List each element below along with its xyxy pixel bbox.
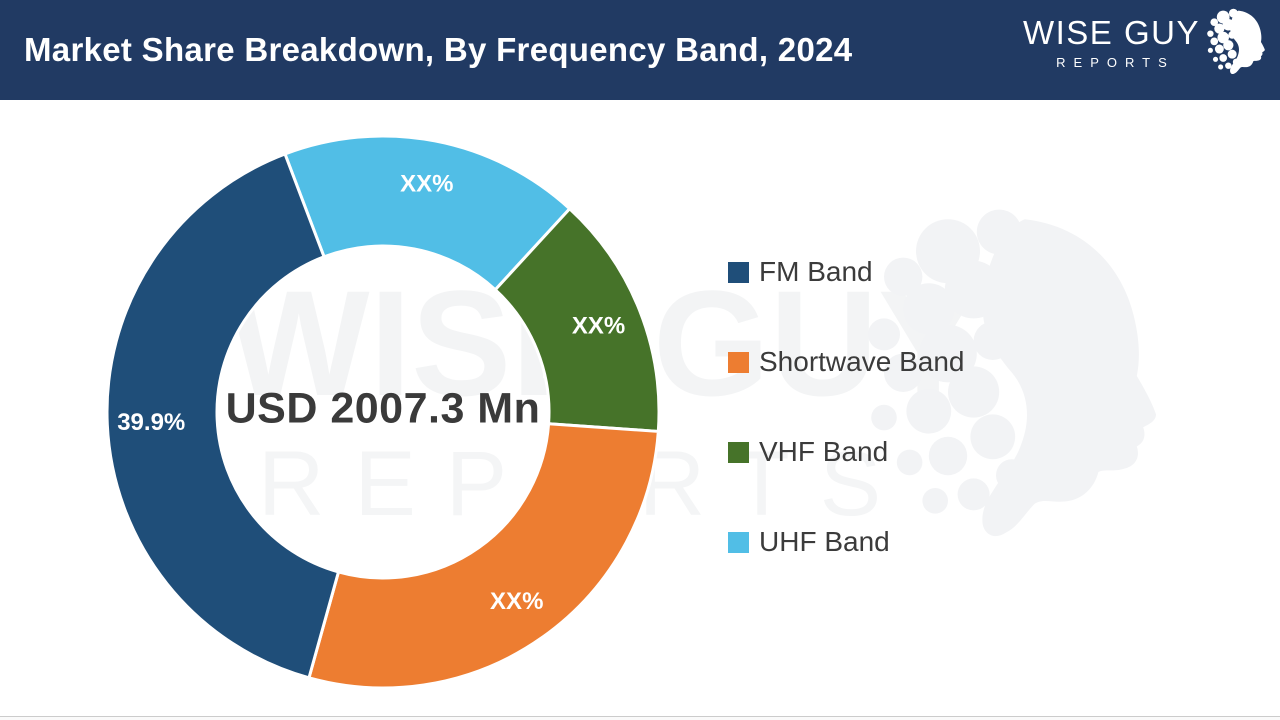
logo-wiseguy-text: WISE GUY: [1022, 14, 1200, 51]
donut-segment-fm-band: [105, 152, 340, 680]
legend-swatch-fm-band: [728, 261, 749, 283]
legend-swatch-vhf-band: [728, 441, 749, 463]
legend-swatch-uhf-band: [728, 531, 749, 553]
wiseguy-logo-text: WISE GUY REPORTS: [1023, 14, 1200, 70]
center-value-label: USD 2007.3 Mn: [225, 384, 541, 433]
segment-label-vhf-band: XX%: [572, 313, 625, 340]
legend-swatch-shortwave-band: [728, 351, 749, 373]
legend-label-uhf-band: UHF Band: [759, 526, 890, 557]
legend-item-uhf-band: UHF Band: [728, 525, 964, 559]
legend-item-fm-band: FM Band: [728, 255, 964, 289]
legend-label-fm-band: FM Band: [759, 256, 873, 287]
page-title: Market Share Breakdown, By Frequency Ban…: [24, 31, 853, 68]
segment-label-uhf-band: XX%: [400, 171, 453, 198]
legend-item-vhf-band: VHF Band: [728, 435, 964, 469]
footer-strip: [0, 716, 1280, 720]
donut-segment-uhf-band: [283, 134, 572, 292]
header-bar: Market Share Breakdown, By Frequency Ban…: [0, 0, 1280, 100]
donut-segment-shortwave-band: [307, 422, 660, 690]
logo-reports-text: REPORTS: [1056, 55, 1175, 70]
legend-label-vhf-band: VHF Band: [759, 436, 889, 467]
segment-label-shortwave-band: XX%: [490, 588, 543, 615]
wiseguy-logo: WISE GUY REPORTS: [1023, 6, 1268, 78]
legend-item-shortwave-band: Shortwave Band: [728, 345, 964, 379]
legend: FM Band Shortwave Band VHF Band UHF Band: [728, 255, 964, 615]
legend-label-shortwave-band: Shortwave Band: [759, 346, 965, 377]
wiseguy-logo-face-icon: [1207, 8, 1265, 75]
segment-label-fm-band: 39.9%: [117, 409, 185, 436]
